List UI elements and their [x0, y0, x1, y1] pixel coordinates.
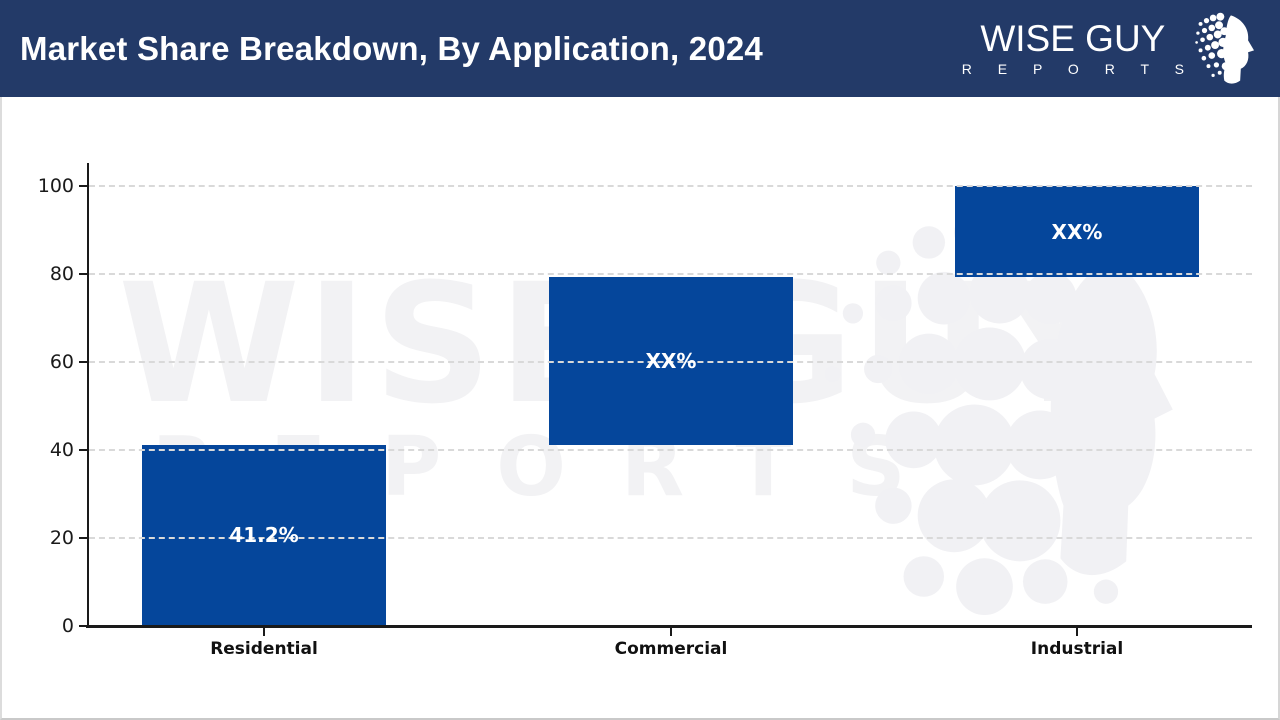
brand-logo-text: WISE GUY R E P O R T S [962, 20, 1184, 77]
y-tick-label: 100 [37, 175, 74, 197]
x-axis-spine [86, 625, 1252, 628]
y-tick [79, 185, 88, 187]
header-bar: Market Share Breakdown, By Application, … [0, 0, 1280, 97]
bar-residential [142, 444, 386, 626]
y-tick [79, 625, 88, 627]
y-tick [79, 361, 88, 363]
bar-value-label: XX% [1051, 219, 1103, 244]
bar-commercial [549, 277, 793, 445]
x-category-label: Residential [210, 639, 318, 659]
page-title: Market Share Breakdown, By Application, … [20, 29, 763, 67]
x-tick [670, 628, 672, 636]
gridline-20 [89, 537, 1252, 539]
brand-subtitle: R E P O R T S [961, 61, 1195, 77]
x-tick [1076, 628, 1078, 636]
bar-industrial [955, 186, 1199, 278]
y-axis-spine [87, 163, 89, 627]
brand-name: WISE GUY [980, 18, 1166, 59]
x-category-label: Industrial [1030, 639, 1124, 659]
y-tick-label: 20 [49, 527, 74, 549]
watermark-head-icon [824, 208, 1173, 615]
y-tick-label: 40 [49, 439, 74, 461]
gridline-100 [89, 185, 1252, 187]
brand-logo: WISE GUY R E P O R T S [962, 11, 1256, 87]
y-tick [79, 449, 88, 451]
gridline-40 [89, 449, 1252, 451]
gridline-80 [89, 273, 1252, 275]
x-category-label: Commercial [614, 639, 728, 659]
gridline-60 [89, 361, 1252, 363]
y-tick-label: 80 [49, 263, 74, 285]
x-tick [263, 628, 265, 636]
y-tick-label: 60 [49, 351, 74, 373]
bar-value-label: 41.2% [229, 523, 299, 548]
y-tick-label: 0 [61, 615, 74, 637]
y-tick [79, 537, 88, 539]
y-tick [79, 273, 88, 275]
bar-value-label: XX% [645, 348, 697, 373]
brand-head-icon [1195, 12, 1255, 84]
